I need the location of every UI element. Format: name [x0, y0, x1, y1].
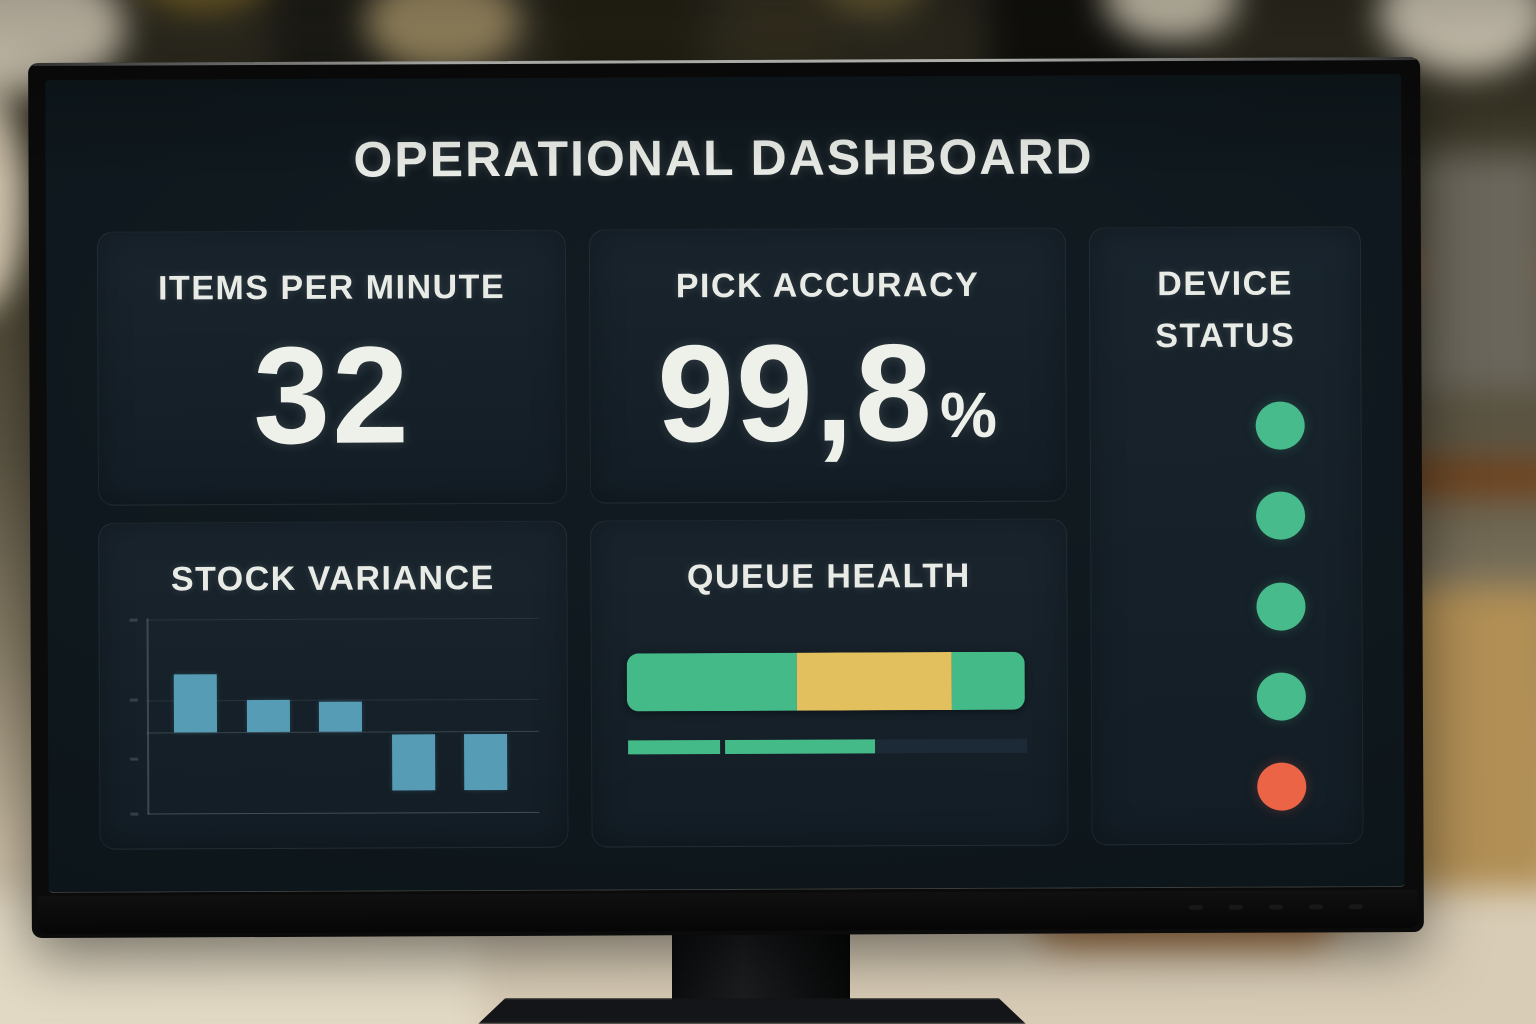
queue-segment-healthy: [951, 651, 1025, 711]
stacked-boxes: [1414, 151, 1536, 391]
queue-health-progress-bar: [628, 738, 1028, 755]
queue-segment-done: [628, 740, 721, 755]
osd-button: [1188, 904, 1203, 910]
stock-variance-bar: [464, 733, 508, 791]
card-queue-health: QUEUE HEALTH: [590, 518, 1069, 848]
percent-sign: %: [939, 378, 1000, 452]
card-items-per-minute: ITEMS PER MINUTE 32: [96, 229, 568, 506]
device-status-dot-online: [1255, 491, 1306, 540]
osd-button: [1308, 904, 1323, 910]
stock-variance-bar: [391, 734, 435, 791]
osd-button: [1228, 904, 1243, 910]
stock-variance-bars: [99, 522, 567, 849]
queue-health-label: QUEUE HEALTH: [686, 556, 971, 597]
queue-segment-healthy: [626, 652, 797, 712]
monitor-stand-base: [478, 998, 1026, 1024]
pick-accuracy-label: PICK ACCURACY: [675, 265, 980, 306]
device-status-dot-online: [1256, 581, 1306, 631]
monitor: OPERATIONAL DASHBOARD ITEMS PER MINUTE 3…: [28, 56, 1424, 939]
monitor-stand-neck: [672, 925, 850, 1010]
stacked-boxes: [1402, 587, 1536, 900]
queue-health-capacity-bar: [626, 651, 1025, 712]
items-per-minute-label: ITEMS PER MINUTE: [157, 267, 506, 308]
osd-button: [1348, 904, 1363, 910]
device-status-dot-alert: [1257, 762, 1307, 811]
bokeh-light: [135, 0, 271, 11]
monitor-screen: OPERATIONAL DASHBOARD ITEMS PER MINUTE 3…: [45, 74, 1405, 893]
stock-variance-bar: [173, 674, 218, 733]
stock-variance-bar: [246, 699, 290, 733]
device-status-dot-list: [1090, 227, 1363, 844]
device-status-dot-online: [1255, 401, 1305, 450]
stock-variance-bar: [318, 701, 363, 732]
dashboard-title: OPERATIONAL DASHBOARD: [353, 128, 1094, 188]
osd-button: [1268, 904, 1283, 910]
items-per-minute-value: 32: [252, 317, 412, 473]
card-stock-variance: STOCK VARIANCE: [98, 520, 569, 850]
card-device-status: DEVICE STATUS: [1088, 226, 1364, 846]
pick-accuracy-number: 99,8: [656, 315, 935, 471]
monitor-chin: [37, 889, 1418, 935]
queue-segment-warning: [796, 652, 952, 711]
pick-accuracy-value: 99,8 %: [657, 311, 999, 502]
stock-variance-chart: [99, 522, 567, 849]
queue-segment-remaining: [875, 738, 1028, 754]
osd-button-row: [1188, 904, 1363, 910]
card-pick-accuracy: PICK ACCURACY 99,8 %: [588, 227, 1068, 504]
device-status-dot-online: [1256, 672, 1306, 721]
queue-segment-done: [724, 739, 876, 755]
